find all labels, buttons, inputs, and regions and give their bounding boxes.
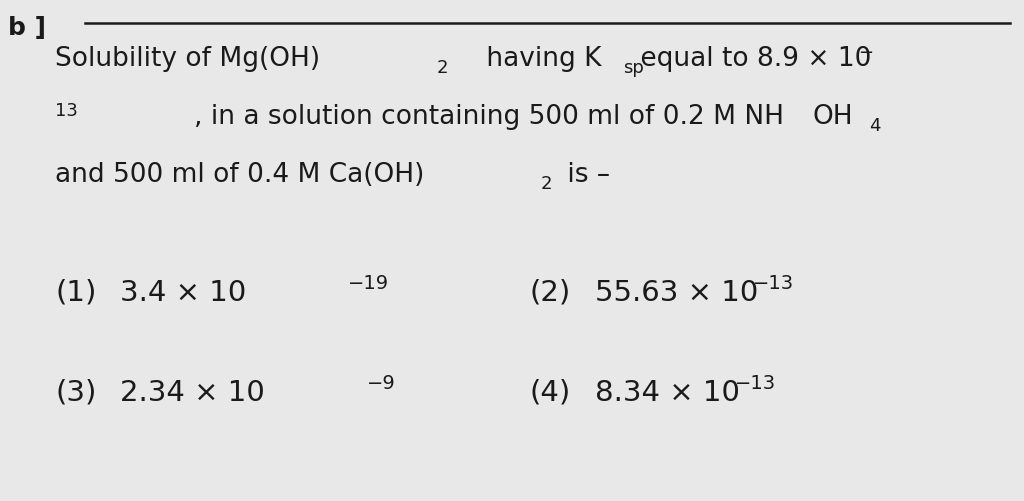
Text: 2: 2 (437, 59, 449, 77)
Text: −: − (858, 44, 873, 62)
Text: 3.4 × 10: 3.4 × 10 (120, 279, 246, 307)
Text: 8.34 × 10: 8.34 × 10 (595, 379, 740, 407)
Text: −13: −13 (735, 374, 776, 393)
Text: is –: is – (559, 162, 609, 188)
Text: having K: having K (478, 46, 601, 72)
Text: 2.34 × 10: 2.34 × 10 (120, 379, 265, 407)
Text: b ]: b ] (8, 16, 46, 40)
Text: Solubility of Mg(OH): Solubility of Mg(OH) (55, 46, 321, 72)
Text: −9: −9 (367, 374, 395, 393)
Text: −13: −13 (754, 274, 795, 293)
Text: (3): (3) (55, 379, 96, 407)
Text: 4: 4 (869, 117, 881, 135)
Text: (2): (2) (530, 279, 571, 307)
Text: sp: sp (623, 59, 644, 77)
Text: , in a solution containing 500 ml of 0.2 M NH: , in a solution containing 500 ml of 0.2… (194, 104, 783, 130)
Text: 55.63 × 10: 55.63 × 10 (595, 279, 758, 307)
Text: and 500 ml of 0.4 M Ca(OH): and 500 ml of 0.4 M Ca(OH) (55, 162, 424, 188)
Text: (1): (1) (55, 279, 96, 307)
Text: equal to 8.9 × 10: equal to 8.9 × 10 (632, 46, 871, 72)
Text: (4): (4) (530, 379, 571, 407)
Text: 13: 13 (55, 102, 78, 120)
Text: −19: −19 (348, 274, 389, 293)
Text: 2: 2 (541, 175, 553, 193)
Text: OH: OH (813, 104, 854, 130)
